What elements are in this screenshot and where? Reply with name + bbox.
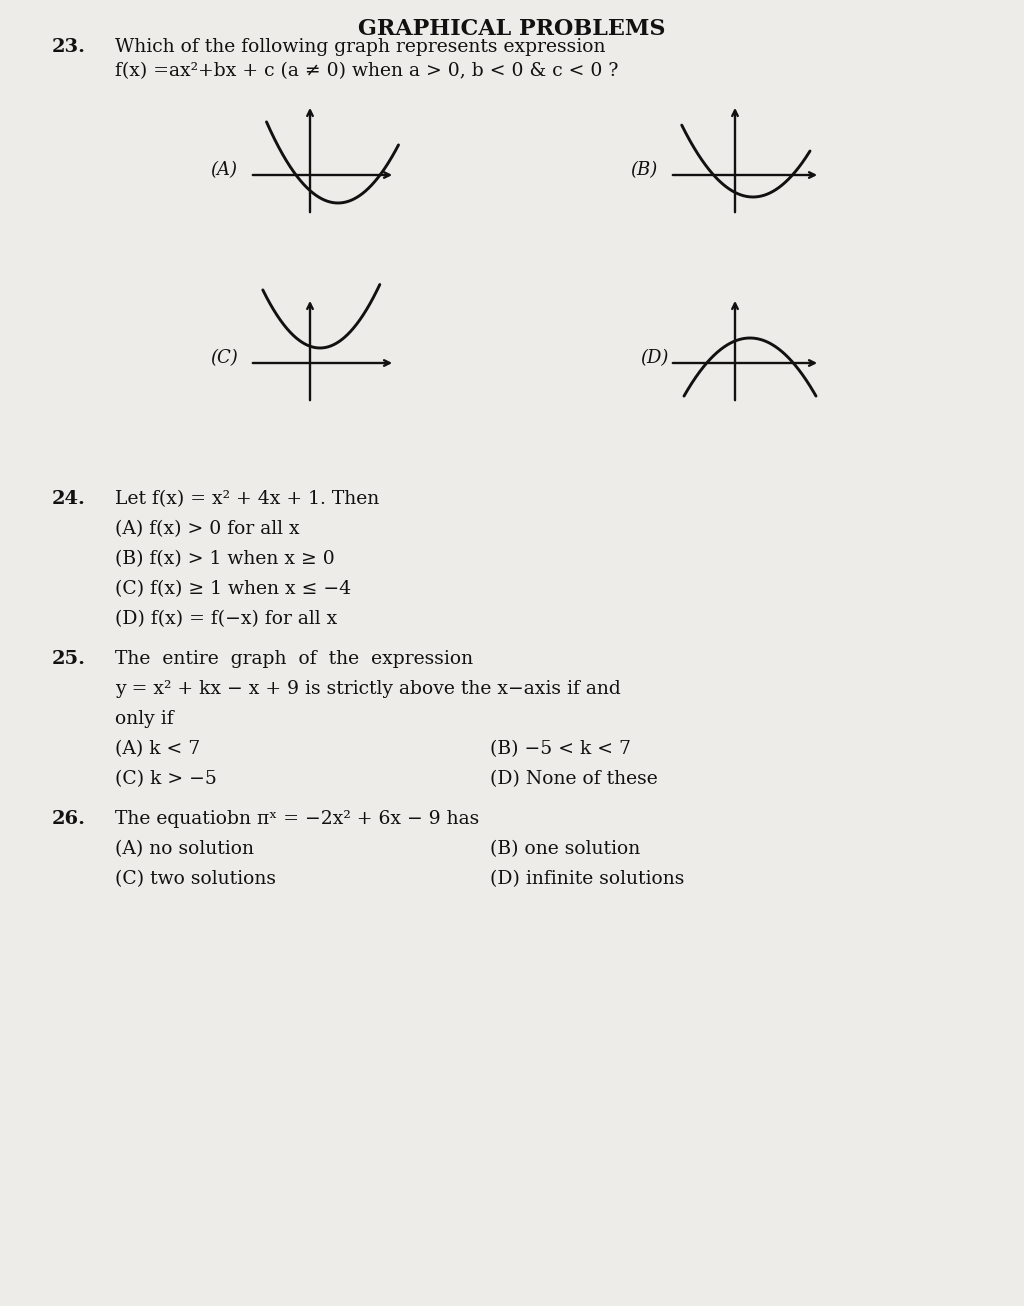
Text: (D) infinite solutions: (D) infinite solutions xyxy=(490,870,684,888)
Text: (D) f(x) = f(−x) for all x: (D) f(x) = f(−x) for all x xyxy=(115,610,337,628)
Text: (D): (D) xyxy=(640,349,669,367)
Text: (C) k > −5: (C) k > −5 xyxy=(115,771,217,788)
Text: Let f(x) = x² + 4x + 1. Then: Let f(x) = x² + 4x + 1. Then xyxy=(115,490,379,508)
Text: GRAPHICAL PROBLEMS: GRAPHICAL PROBLEMS xyxy=(358,18,666,40)
Text: only if: only if xyxy=(115,710,174,727)
Text: The  entire  graph  of  the  expression: The entire graph of the expression xyxy=(115,650,473,667)
Text: f(x) =ax²+bx + c (a ≠ 0) when a > 0, b < 0 & c < 0 ?: f(x) =ax²+bx + c (a ≠ 0) when a > 0, b <… xyxy=(115,61,618,80)
Text: 24.: 24. xyxy=(52,490,86,508)
Text: (A) no solution: (A) no solution xyxy=(115,840,254,858)
Text: 26.: 26. xyxy=(52,810,86,828)
Text: 23.: 23. xyxy=(52,38,86,56)
Text: (C) two solutions: (C) two solutions xyxy=(115,870,276,888)
Text: (B) −5 < k < 7: (B) −5 < k < 7 xyxy=(490,741,631,757)
Text: The equatiobn πˣ = −2x² + 6x − 9 has: The equatiobn πˣ = −2x² + 6x − 9 has xyxy=(115,810,479,828)
Text: (A): (A) xyxy=(210,161,237,179)
Text: (B) f(x) > 1 when x ≥ 0: (B) f(x) > 1 when x ≥ 0 xyxy=(115,550,335,568)
Text: 25.: 25. xyxy=(52,650,86,667)
Text: Which of the following graph represents expression: Which of the following graph represents … xyxy=(115,38,605,56)
Text: y = x² + kx − x + 9 is strictly above the x−axis if and: y = x² + kx − x + 9 is strictly above th… xyxy=(115,680,621,697)
Text: (C) f(x) ≥ 1 when x ≤ −4: (C) f(x) ≥ 1 when x ≤ −4 xyxy=(115,580,351,598)
Text: (B): (B) xyxy=(630,161,657,179)
Text: (C): (C) xyxy=(210,349,238,367)
Text: (A) f(x) > 0 for all x: (A) f(x) > 0 for all x xyxy=(115,520,300,538)
Text: (D) None of these: (D) None of these xyxy=(490,771,657,788)
Text: (B) one solution: (B) one solution xyxy=(490,840,640,858)
Text: (A) k < 7: (A) k < 7 xyxy=(115,741,201,757)
